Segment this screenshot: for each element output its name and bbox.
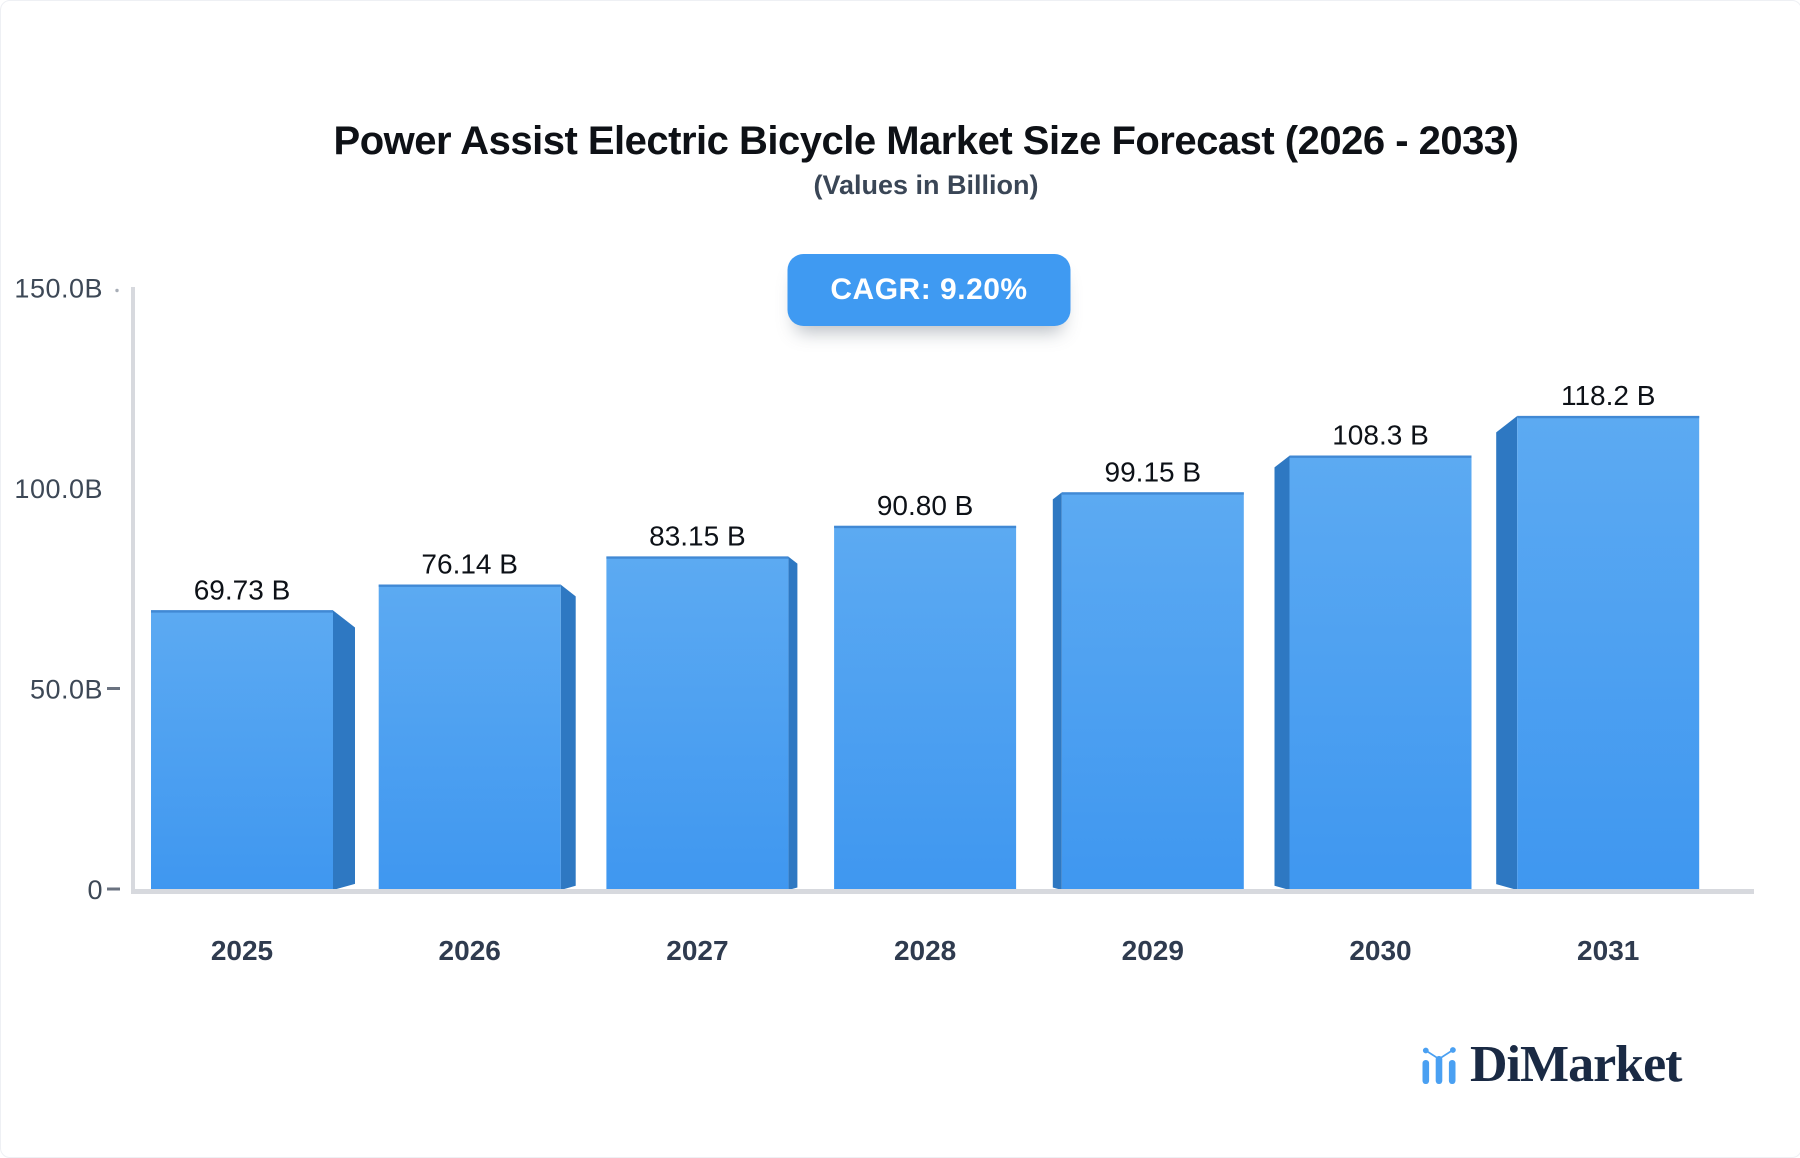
- x-axis-label-2030: 2030: [1349, 935, 1411, 966]
- bar-front-face-2027: [606, 556, 789, 890]
- x-axis-label-2028: 2028: [894, 935, 956, 966]
- chart-title: Power Assist Electric Bicycle Market Siz…: [333, 119, 1519, 163]
- x-axis-label-2026: 2026: [439, 935, 501, 966]
- bar-value-label-2029: 99.15 B: [1105, 456, 1202, 487]
- brand-name: DiMarket: [1470, 1036, 1682, 1093]
- bar-side-face-2030: [1274, 455, 1290, 890]
- bar-side-face-2029: [1052, 492, 1062, 890]
- x-axis-label-2029: 2029: [1122, 935, 1184, 966]
- bar-value-label-2031: 118.2 B: [1561, 380, 1655, 411]
- bar-front-face-2029: [1061, 492, 1244, 890]
- bar-front-face-2031: [1517, 416, 1700, 890]
- x-axis-label-2025: 2025: [211, 935, 273, 966]
- y-tick-label-0: 0: [87, 875, 103, 905]
- y-tick-label-150: 150.0B: [14, 273, 103, 303]
- bar-side-face-2026: [560, 584, 576, 890]
- bar-side-face-2027: [788, 556, 798, 890]
- bar-front-face-2030: [1289, 455, 1472, 890]
- cagr-badge: CAGR: 9.20%: [787, 254, 1071, 326]
- bar-side-face-2031: [1496, 416, 1518, 890]
- bar-value-label-2028: 90.80 B: [877, 490, 974, 521]
- bar-value-label-2025: 69.73 B: [194, 574, 291, 605]
- y-tick-dot-150: [115, 288, 119, 293]
- bar-front-face-2025: [151, 610, 333, 890]
- bar-front-face-2026: [378, 584, 561, 890]
- bar-value-label-2030: 108.3 B: [1332, 420, 1429, 451]
- bar-side-face-2025: [333, 610, 355, 890]
- brand-logo: DiMarket: [1421, 1036, 1682, 1093]
- bar-front-face-2028: [834, 525, 1017, 890]
- bar-value-label-2026: 76.14 B: [421, 549, 518, 580]
- cagr-badge-label: CAGR: 9.20%: [830, 273, 1028, 306]
- bar-value-label-2027: 83.15 B: [649, 521, 746, 552]
- chart-subtitle: (Values in Billion): [813, 170, 1039, 200]
- x-axis-label-2027: 2027: [666, 935, 728, 966]
- x-axis-label-2031: 2031: [1577, 935, 1639, 966]
- dimarket-bars-logo-icon: [1422, 1046, 1456, 1084]
- y-tick-label-100: 100.0B: [14, 474, 103, 504]
- y-tick-label-50: 50.0B: [30, 674, 103, 704]
